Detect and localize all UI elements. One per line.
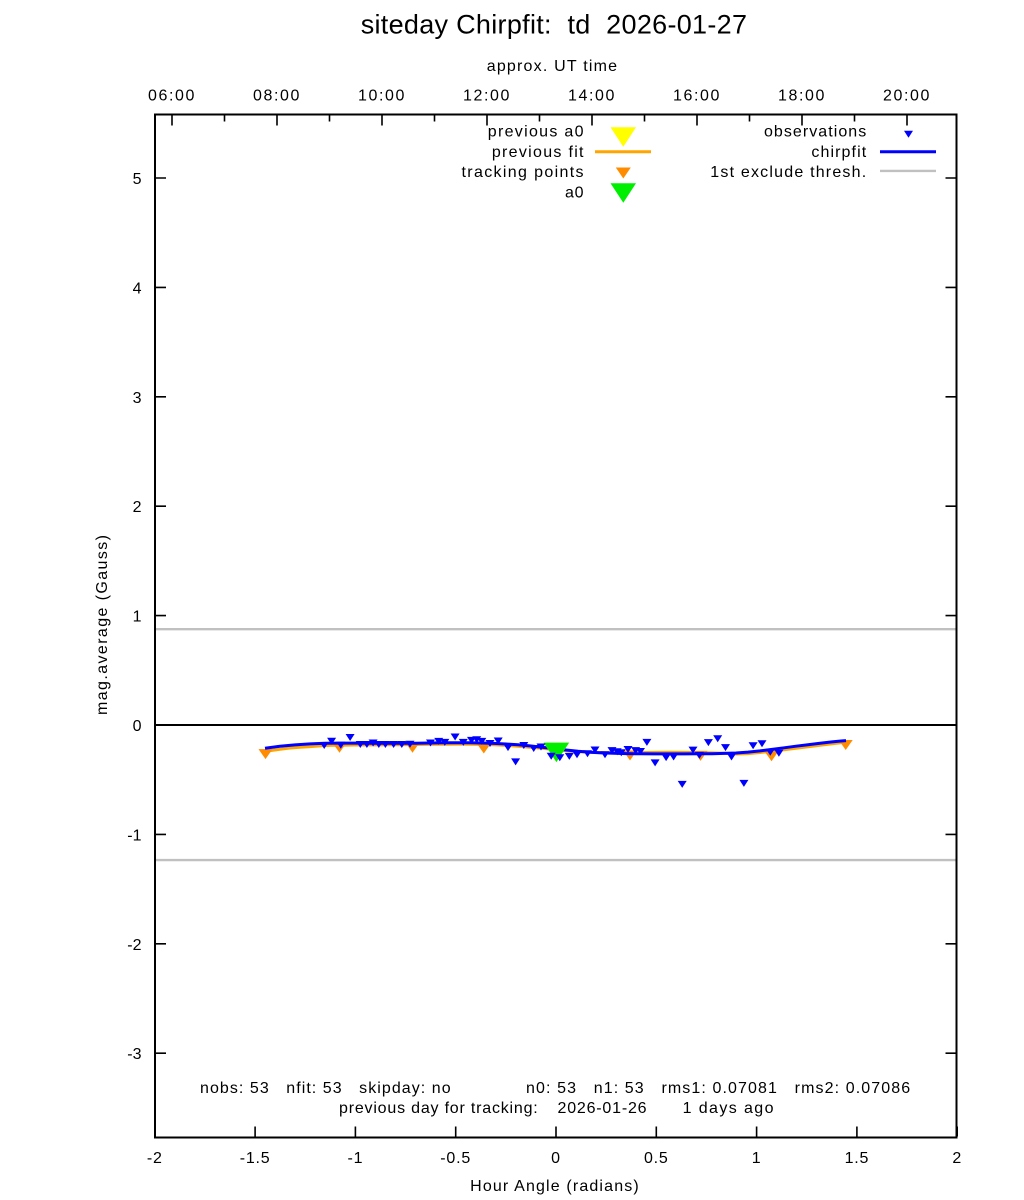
svg-text:tracking points: tracking points bbox=[461, 164, 584, 181]
svg-text:3: 3 bbox=[133, 390, 142, 407]
svg-text:12:00: 12:00 bbox=[463, 88, 511, 105]
svg-text:1: 1 bbox=[752, 1150, 762, 1167]
svg-text:1.5: 1.5 bbox=[845, 1150, 870, 1167]
svg-text:nobs: 53 nfit: 53 skipday:: nobs: 53 nfit: 53 skipday: no bbox=[200, 1080, 452, 1097]
svg-text:approx. UT time: approx. UT time bbox=[487, 58, 619, 75]
svg-text:-3: -3 bbox=[127, 1046, 141, 1063]
svg-text:2026-01-26: 2026-01-26 bbox=[558, 1100, 648, 1117]
svg-text:previous day for tracking:: previous day for tracking: bbox=[339, 1100, 539, 1117]
svg-text:-2: -2 bbox=[127, 937, 141, 954]
svg-text:18:00: 18:00 bbox=[778, 88, 826, 105]
svg-text:0.5: 0.5 bbox=[644, 1150, 669, 1167]
svg-text:previous fit: previous fit bbox=[492, 144, 585, 161]
svg-text:08:00: 08:00 bbox=[253, 88, 301, 105]
svg-text:4: 4 bbox=[133, 280, 142, 297]
svg-text:siteday Chirpfit: td 2026-01: siteday Chirpfit: td 2026-01-27 bbox=[361, 10, 748, 40]
svg-text:16:00: 16:00 bbox=[673, 88, 721, 105]
svg-text:1st exclude thresh.: 1st exclude thresh. bbox=[710, 164, 867, 181]
svg-text:observations: observations bbox=[764, 124, 867, 141]
svg-text:Hour Angle (radians): Hour Angle (radians) bbox=[470, 1178, 640, 1195]
svg-text:-2: -2 bbox=[147, 1150, 163, 1167]
svg-text:2: 2 bbox=[952, 1150, 962, 1167]
svg-text:06:00: 06:00 bbox=[148, 88, 196, 105]
svg-text:-1.5: -1.5 bbox=[240, 1150, 271, 1167]
svg-text:0: 0 bbox=[551, 1150, 561, 1167]
svg-text:chirpfit: chirpfit bbox=[811, 144, 867, 161]
svg-text:20:00: 20:00 bbox=[883, 88, 931, 105]
svg-text:mag.average (Gauss): mag.average (Gauss) bbox=[94, 534, 111, 715]
svg-text:14:00: 14:00 bbox=[568, 88, 616, 105]
svg-text:-1: -1 bbox=[127, 827, 141, 844]
svg-text:-1: -1 bbox=[347, 1150, 363, 1167]
svg-text:a0: a0 bbox=[565, 185, 584, 202]
svg-text:2: 2 bbox=[133, 499, 142, 516]
svg-text:previous a0: previous a0 bbox=[488, 124, 585, 141]
svg-text:10:00: 10:00 bbox=[358, 88, 406, 105]
svg-text:n0: 53 n1: 53 rms1: 0.0708: n0: 53 n1: 53 rms1: 0.07081 rms2: 0.0708… bbox=[526, 1080, 911, 1097]
svg-text:1: 1 bbox=[133, 609, 142, 626]
svg-text:0: 0 bbox=[133, 718, 142, 735]
svg-text:1 days ago: 1 days ago bbox=[683, 1100, 775, 1117]
svg-text:5: 5 bbox=[133, 171, 142, 188]
svg-text:-0.5: -0.5 bbox=[440, 1150, 471, 1167]
